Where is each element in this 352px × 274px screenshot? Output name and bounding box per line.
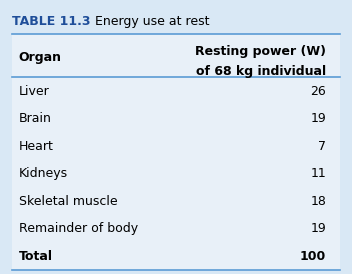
FancyBboxPatch shape <box>12 34 340 270</box>
Text: 100: 100 <box>300 250 326 263</box>
Text: 19: 19 <box>310 222 326 235</box>
Text: 19: 19 <box>310 112 326 125</box>
Text: Kidneys: Kidneys <box>19 167 68 180</box>
Text: 7: 7 <box>318 140 326 153</box>
Text: 11: 11 <box>310 167 326 180</box>
Text: Heart: Heart <box>19 140 54 153</box>
Text: Resting power (W): Resting power (W) <box>195 45 326 58</box>
Text: TABLE 11.3: TABLE 11.3 <box>12 15 90 28</box>
Text: Energy use at rest: Energy use at rest <box>87 15 209 28</box>
Text: Liver: Liver <box>19 85 50 98</box>
Text: Total: Total <box>19 250 53 263</box>
Text: Remainder of body: Remainder of body <box>19 222 138 235</box>
Text: of 68 kg individual: of 68 kg individual <box>196 65 326 78</box>
Text: Skeletal muscle: Skeletal muscle <box>19 195 118 208</box>
Text: 18: 18 <box>310 195 326 208</box>
Text: Brain: Brain <box>19 112 52 125</box>
Text: Organ: Organ <box>19 51 62 64</box>
Text: 26: 26 <box>310 85 326 98</box>
